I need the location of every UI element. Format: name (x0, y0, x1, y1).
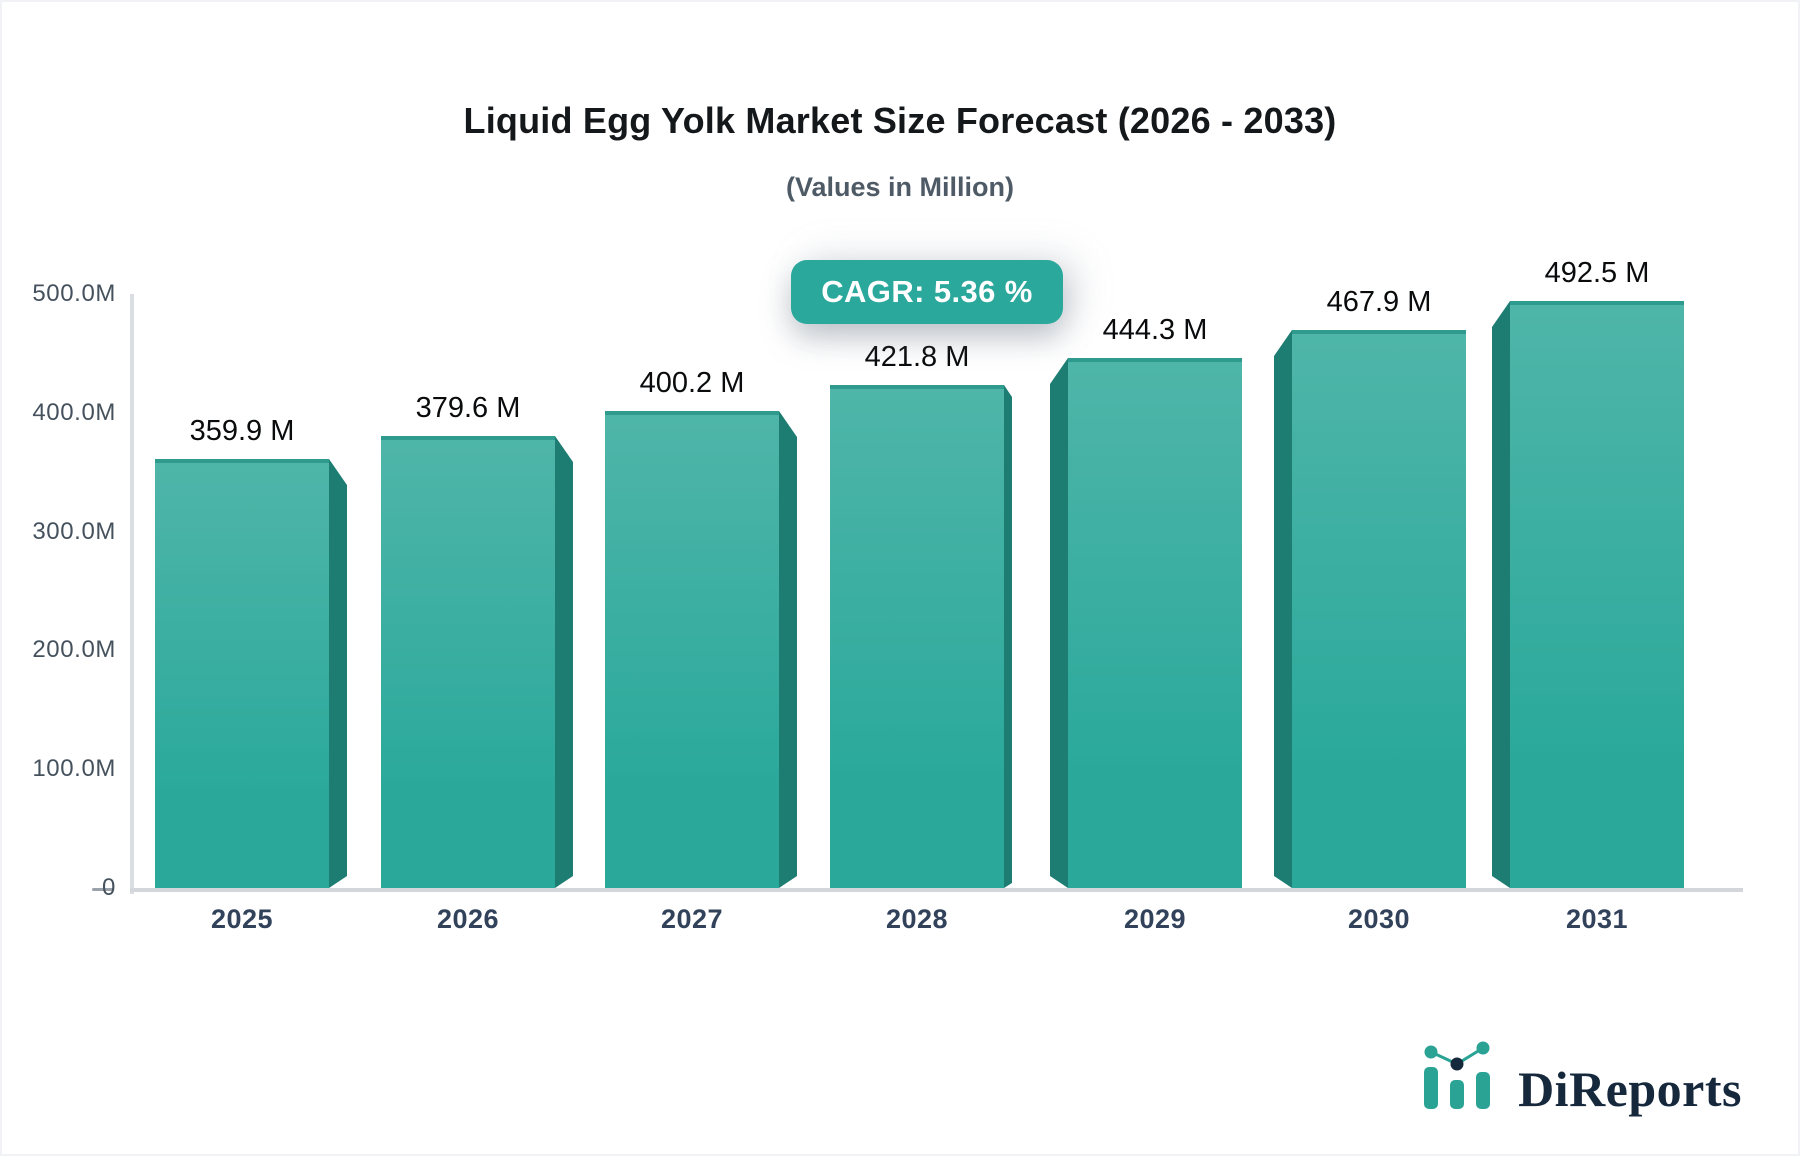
bar-group-2028 (830, 385, 1012, 888)
bar-3d-side-face (1492, 301, 1510, 888)
y-axis-line (130, 294, 134, 894)
bar-front-face (1068, 358, 1242, 888)
x-axis-year-label: 2025 (210, 904, 274, 934)
x-axis-year-label: 2029 (1123, 904, 1187, 934)
x-axis-year-label: 2031 (1565, 904, 1629, 934)
bar-group-2029 (1050, 358, 1242, 888)
bar-3d-side-face (779, 411, 797, 888)
bar-value-label: 379.6 M (415, 392, 521, 424)
bar-value-label: 359.9 M (189, 415, 295, 447)
bar-group-2025 (155, 459, 347, 888)
y-axis-tick-label: 400.0M (32, 398, 116, 426)
x-axis-year-label: 2027 (660, 904, 724, 934)
logo-text: DiReports (1518, 1061, 1742, 1117)
chart-title: Liquid Egg Yolk Market Size Forecast (20… (463, 100, 1337, 141)
bar-group-2026 (381, 436, 573, 888)
cagr-badge-label: CAGR: 5.36 % (821, 274, 1033, 309)
bar-3d-side-face (329, 459, 347, 888)
cagr-badge: CAGR: 5.36 % (791, 260, 1063, 324)
direports-logo: DiReports (1422, 1041, 1742, 1114)
y-axis-tick-label: 300.0M (32, 517, 116, 545)
zero-tick-mark (92, 888, 114, 891)
y-axis-tick-label: 200.0M (32, 636, 116, 664)
bar-3d-side-face (555, 436, 573, 888)
x-axis-baseline (130, 888, 1743, 892)
bar-front-face (381, 436, 555, 888)
y-axis-tick-label: 500.0M (32, 280, 116, 307)
bar-3d-side-face (1274, 330, 1292, 888)
bar-group-2030 (1274, 330, 1466, 888)
bar-value-label: 421.8 M (864, 341, 970, 373)
bar-front-face (830, 385, 1004, 888)
mini-bar-line-chart-icon (1422, 1041, 1510, 1114)
bar-group-2031 (1492, 301, 1684, 888)
x-axis-year-label: 2026 (436, 904, 500, 934)
bar-value-label: 467.9 M (1326, 286, 1432, 318)
chart-subtitle: (Values in Million) (785, 172, 1015, 202)
x-axis-year-label: 2030 (1347, 904, 1411, 934)
bar-front-face (155, 459, 329, 888)
bar-3d-side-face (1004, 385, 1012, 888)
bar-value-label: 444.3 M (1102, 314, 1208, 346)
bar-front-face (1510, 301, 1684, 888)
y-axis-tick-label: 0 (102, 874, 116, 901)
y-axis-tick-label: 100.0M (32, 755, 116, 783)
plot-area: 500.0M 400.0M 300.0M 200.0M 100.0M 0 359.9 M 20… (2, 257, 1798, 934)
bar-front-face (1292, 330, 1466, 888)
bar-value-label: 400.2 M (639, 367, 745, 399)
bar-group-2027 (605, 411, 797, 888)
x-axis-year-label: 2028 (885, 904, 949, 934)
bar-front-face (605, 411, 779, 888)
bar-3d-side-face (1050, 358, 1068, 888)
bar-value-label: 492.5 M (1544, 257, 1650, 289)
